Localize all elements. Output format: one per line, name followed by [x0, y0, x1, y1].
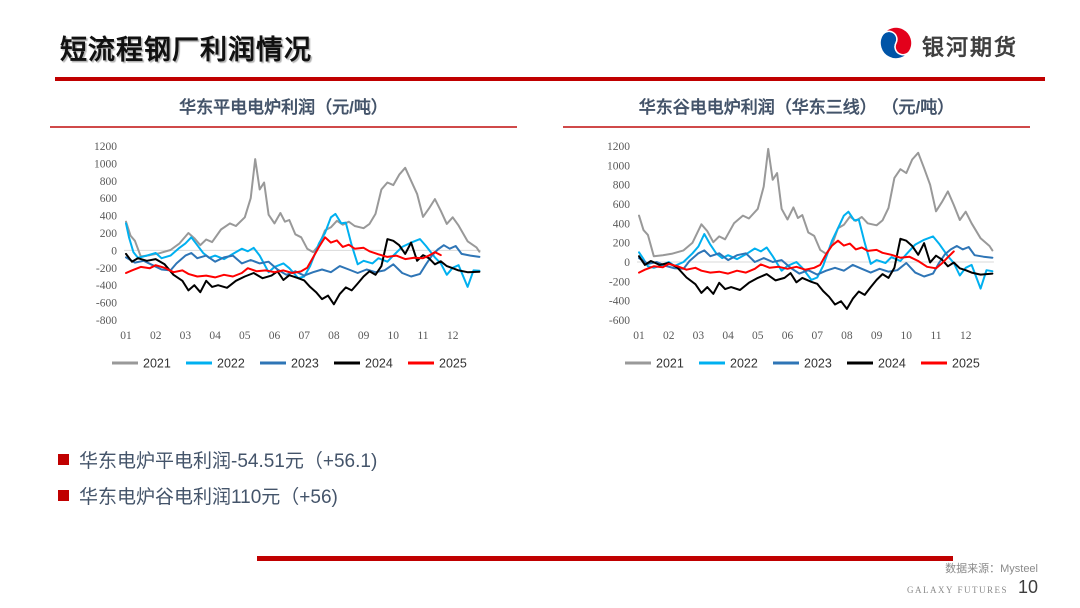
- x-tick-label: 01: [633, 330, 645, 342]
- page-number: 10: [1017, 577, 1038, 597]
- chart-block-valley-electricity: 华东谷电电炉利润（华东三线） （元/吨） 1200 1000 800 600 400 20…: [563, 95, 1030, 387]
- legend-label-2021: 2021: [143, 357, 171, 371]
- y-tick-label: 400: [100, 211, 118, 223]
- y-tick-label: -400: [96, 280, 117, 292]
- legend-label-2022: 2022: [730, 357, 758, 371]
- x-tick-label: 02: [663, 330, 675, 342]
- series-line-2025: [638, 239, 955, 275]
- footer: 数据来源：Mysteel GALAXY FUTURES 10: [907, 563, 1038, 598]
- series-line-2021: [638, 147, 994, 258]
- x-tick-label: 03: [180, 330, 192, 342]
- footer-brand-line: GALAXY FUTURES 10: [907, 577, 1038, 598]
- bullet-square-icon: [58, 490, 69, 501]
- x-tick-label: 07: [811, 330, 823, 342]
- page-title: 短流程钢厂利润情况: [60, 35, 312, 65]
- footer-accent-bar: [257, 556, 953, 561]
- x-tick-label: 11: [417, 330, 428, 342]
- footer-brand: GALAXY FUTURES: [907, 585, 1008, 595]
- x-tick-label: 04: [722, 330, 734, 342]
- bullet-square-icon: [58, 454, 69, 465]
- x-tick-label: 09: [871, 330, 883, 342]
- y-tick-label: 1000: [94, 158, 117, 170]
- x-tick-label: 11: [930, 330, 941, 342]
- galaxy-swirl-icon: [878, 26, 914, 65]
- x-tick-label: 05: [239, 330, 251, 342]
- y-tick-label: 800: [613, 180, 631, 192]
- x-tick-label: 02: [150, 330, 162, 342]
- legend-label-2024: 2024: [878, 357, 906, 371]
- x-tick-label: 04: [209, 330, 221, 342]
- y-tick-label: 800: [100, 176, 118, 188]
- x-tick-label: 03: [693, 330, 705, 342]
- y-tick-label: 600: [613, 199, 631, 211]
- y-tick-label: 0: [111, 245, 117, 257]
- y-tick-label: 200: [613, 238, 631, 250]
- y-tick-label: 1200: [94, 141, 117, 153]
- line-chart-valley-electricity: 1200 1000 800 600 400 200 0 -200 -400 -600 01 02 03 0…: [571, 130, 1030, 387]
- y-tick-label: -600: [96, 298, 117, 310]
- x-tick-label: 05: [752, 330, 764, 342]
- series-line-2022: [638, 210, 994, 290]
- header-rule: [55, 77, 1045, 81]
- chart-title-left: 华东平电电炉利润（元/吨）: [179, 98, 388, 117]
- bullet-text: 华东电炉平电利润-54.51元（+56.1): [79, 451, 378, 472]
- x-tick-label: 08: [328, 330, 340, 342]
- x-tick-label: 08: [841, 330, 853, 342]
- legend-label-2021: 2021: [656, 357, 684, 371]
- chart-title-right: 华东谷电电炉利润（华东三线） （元/吨）: [638, 98, 955, 117]
- legend-label-2023: 2023: [804, 357, 832, 371]
- y-tick-label: 1000: [607, 160, 630, 172]
- series-line-2023: [125, 244, 481, 278]
- legend-label-2022: 2022: [217, 357, 245, 371]
- series-line-2023: [638, 245, 994, 278]
- y-tick-label: 1200: [607, 141, 630, 153]
- legend-label-2025: 2025: [439, 357, 467, 371]
- bullet-text: 华东电炉谷电利润110元（+56): [79, 487, 338, 508]
- x-tick-label: 09: [358, 330, 370, 342]
- line-chart-flat-electricity: 1200 1000 800 600 400 200 0 -200 -400 -600 -800 01 0…: [58, 130, 517, 387]
- x-tick-label: 07: [298, 330, 310, 342]
- x-tick-label: 01: [120, 330, 132, 342]
- y-tick-label: 0: [624, 257, 630, 269]
- x-tick-label: 10: [901, 330, 913, 342]
- legend-label-2024: 2024: [365, 357, 393, 371]
- x-tick-label: 06: [782, 330, 794, 342]
- series-line-2021: [125, 158, 481, 258]
- x-tick-label: 12: [447, 330, 459, 342]
- data-source: 数据来源：Mysteel: [945, 563, 1038, 575]
- company-name: 银河期货: [922, 34, 1019, 60]
- y-tick-label: -200: [96, 263, 117, 275]
- y-tick-label: -400: [609, 296, 630, 308]
- y-tick-label: -800: [96, 315, 117, 327]
- series-line-2025: [125, 236, 442, 279]
- x-tick-label: 10: [388, 330, 400, 342]
- series-line-2024: [638, 237, 994, 310]
- bullet-valley-profit: 华东电炉谷电利润110元（+56): [58, 482, 377, 509]
- y-tick-label: 400: [613, 218, 631, 230]
- bullet-flat-profit: 华东电炉平电利润-54.51元（+56.1): [58, 446, 377, 473]
- legend-label-2023: 2023: [291, 357, 319, 371]
- legend-label-2025: 2025: [952, 357, 980, 371]
- y-tick-label: 600: [100, 193, 118, 205]
- summary-bullets: 华东电炉平电利润-54.51元（+56.1) 华东电炉谷电利润110元（+56): [58, 446, 377, 518]
- x-tick-label: 12: [960, 330, 972, 342]
- chart-block-flat-electricity: 华东平电电炉利润（元/吨） 1200 1000 800 600 400 200 0 -200 -…: [50, 95, 517, 387]
- chart-title-rule-left: [50, 126, 517, 128]
- x-tick-label: 06: [269, 330, 281, 342]
- chart-title-rule-right: [563, 126, 1030, 128]
- y-tick-label: 200: [100, 228, 118, 240]
- y-tick-label: -200: [609, 276, 630, 288]
- company-logo: 银河期货: [878, 26, 1018, 65]
- y-tick-label: -600: [609, 315, 630, 327]
